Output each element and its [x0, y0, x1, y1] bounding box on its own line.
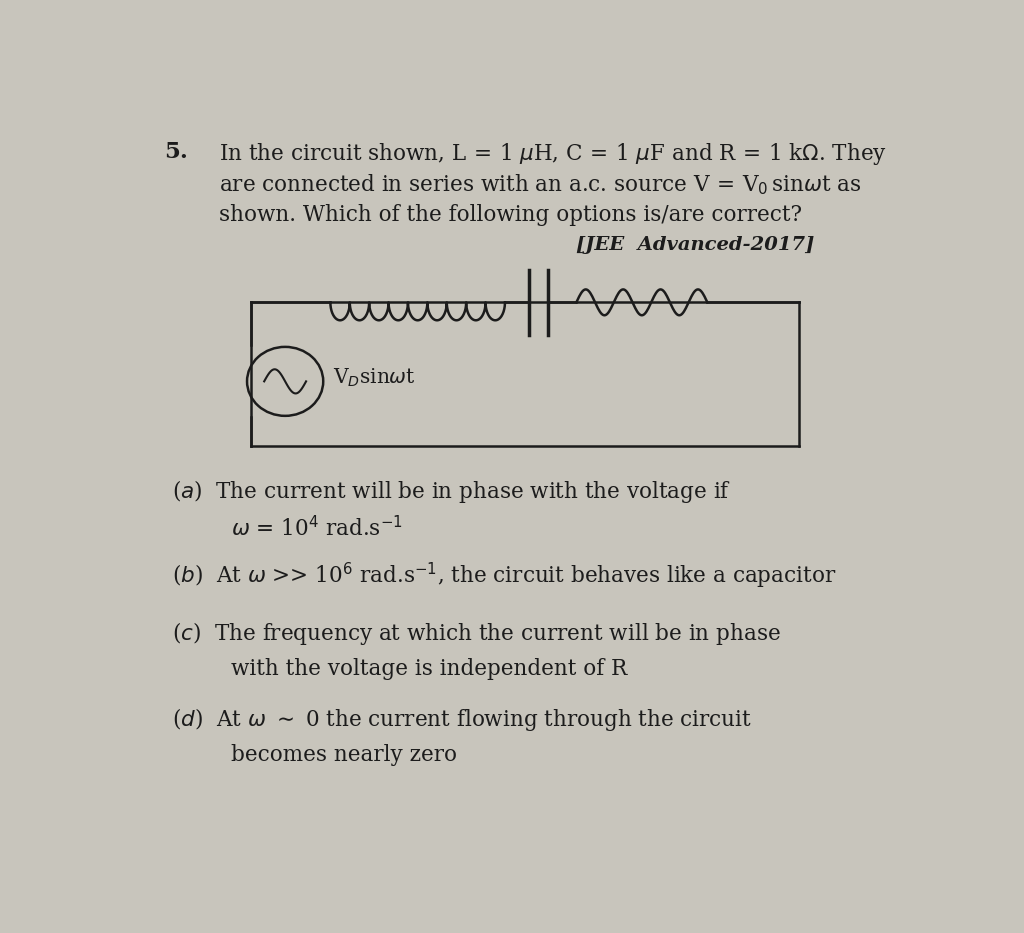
Text: shown. Which of the following options is/are correct?: shown. Which of the following options is… [219, 204, 802, 226]
Text: becomes nearly zero: becomes nearly zero [231, 744, 457, 766]
Text: $\omega$ = 10$^4$ rad.s$^{-1}$: $\omega$ = 10$^4$ rad.s$^{-1}$ [231, 516, 403, 541]
Text: V$_D$sin$\omega$t: V$_D$sin$\omega$t [333, 367, 416, 389]
Text: ($c$)  The frequency at which the current will be in phase: ($c$) The frequency at which the current… [172, 620, 780, 648]
Text: with the voltage is independent of R: with the voltage is independent of R [231, 658, 628, 679]
Text: are connected in series with an a.c. source V$\,=\,$V$_0\,$sin$\omega$t as: are connected in series with an a.c. sou… [219, 173, 862, 197]
Text: ($d$)  At $\omega$ $\sim$ 0 the current flowing through the circuit: ($d$) At $\omega$ $\sim$ 0 the current f… [172, 706, 752, 733]
Text: In the circuit shown, L$\,=\,$1 $\mu$H, C$\,=\,$1 $\mu$F and R$\,=\,$1 k$\Omega$: In the circuit shown, L$\,=\,$1 $\mu$H, … [219, 141, 887, 167]
Text: ($a$)  The current will be in phase with the voltage if: ($a$) The current will be in phase with … [172, 479, 731, 506]
Text: 5.: 5. [164, 141, 187, 162]
Text: [JEE  Advanced-2017]: [JEE Advanced-2017] [577, 235, 814, 254]
Text: ($b$)  At $\omega$ >> 10$^6$ rad.s$^{-1}$, the circuit behaves like a capacitor: ($b$) At $\omega$ >> 10$^6$ rad.s$^{-1}$… [172, 561, 836, 591]
